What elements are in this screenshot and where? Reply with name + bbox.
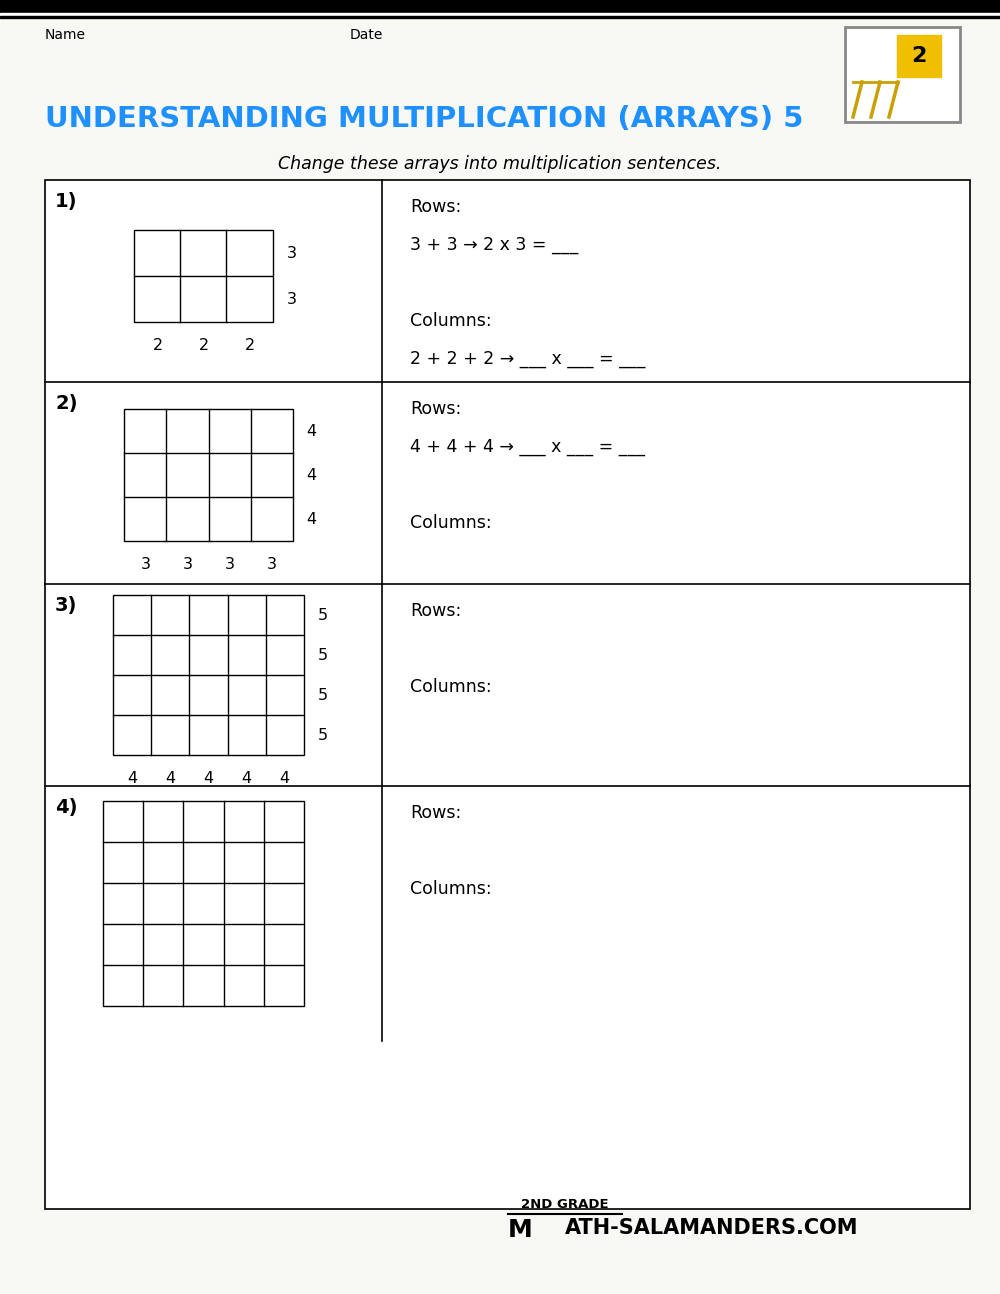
Text: 4: 4 (241, 771, 252, 785)
Text: 2 + 2 + 2 → ___ x ___ = ___: 2 + 2 + 2 → ___ x ___ = ___ (410, 349, 645, 367)
Text: Columns:: Columns: (410, 514, 492, 532)
Text: 4: 4 (203, 771, 214, 785)
Text: Rows:: Rows: (410, 400, 461, 418)
Text: 4): 4) (55, 798, 78, 817)
Text: 3 + 3 → 2 x 3 = ___: 3 + 3 → 2 x 3 = ___ (410, 236, 578, 254)
Text: Columns:: Columns: (410, 678, 492, 696)
Text: 5: 5 (318, 647, 328, 663)
Text: 4: 4 (306, 511, 317, 527)
Text: 3): 3) (55, 597, 77, 615)
Text: 5: 5 (318, 687, 328, 703)
Text: Columns:: Columns: (410, 312, 492, 330)
Text: 2: 2 (198, 338, 209, 353)
Text: Columns:: Columns: (410, 880, 492, 898)
Text: 2): 2) (55, 393, 78, 413)
Text: 2: 2 (244, 338, 255, 353)
Text: 4: 4 (165, 771, 176, 785)
Text: 4 + 4 + 4 → ___ x ___ = ___: 4 + 4 + 4 → ___ x ___ = ___ (410, 437, 645, 455)
Text: 3: 3 (266, 556, 276, 572)
Text: Rows:: Rows: (410, 602, 461, 620)
Text: 2: 2 (911, 47, 927, 66)
Bar (0, 16, 1000, 18)
Text: 5: 5 (318, 607, 328, 622)
Bar (897, 35, 941, 78)
Bar (113, 595, 304, 754)
Text: 3: 3 (287, 246, 296, 260)
Text: 3: 3 (287, 291, 296, 307)
Bar (134, 230, 272, 322)
Text: Rows:: Rows: (410, 198, 461, 216)
Bar (45, 180, 970, 1209)
Text: 2: 2 (152, 338, 163, 353)
Bar (124, 409, 292, 541)
Text: Rows:: Rows: (410, 804, 461, 822)
Text: M: M (508, 1218, 533, 1242)
Bar (103, 801, 304, 1005)
Text: 4: 4 (127, 771, 138, 785)
Text: Name: Name (45, 28, 86, 41)
Text: 3: 3 (182, 556, 192, 572)
Text: ATH-SALAMANDERS.COM: ATH-SALAMANDERS.COM (565, 1218, 858, 1238)
Text: 4: 4 (306, 467, 317, 483)
Text: 3: 3 (140, 556, 150, 572)
Text: 2ND GRADE: 2ND GRADE (521, 1198, 609, 1211)
Bar (845, 27, 960, 122)
Text: UNDERSTANDING MULTIPLICATION (ARRAYS) 5: UNDERSTANDING MULTIPLICATION (ARRAYS) 5 (45, 105, 803, 133)
Text: 5: 5 (318, 727, 328, 743)
Text: 3: 3 (224, 556, 234, 572)
Bar (0, 0, 1000, 13)
Text: Date: Date (350, 28, 383, 41)
Text: Change these arrays into multiplication sentences.: Change these arrays into multiplication … (278, 155, 722, 173)
Text: 1): 1) (55, 192, 78, 211)
Text: 4: 4 (306, 423, 317, 439)
Bar (0, 13, 1000, 16)
Text: 4: 4 (279, 771, 290, 785)
